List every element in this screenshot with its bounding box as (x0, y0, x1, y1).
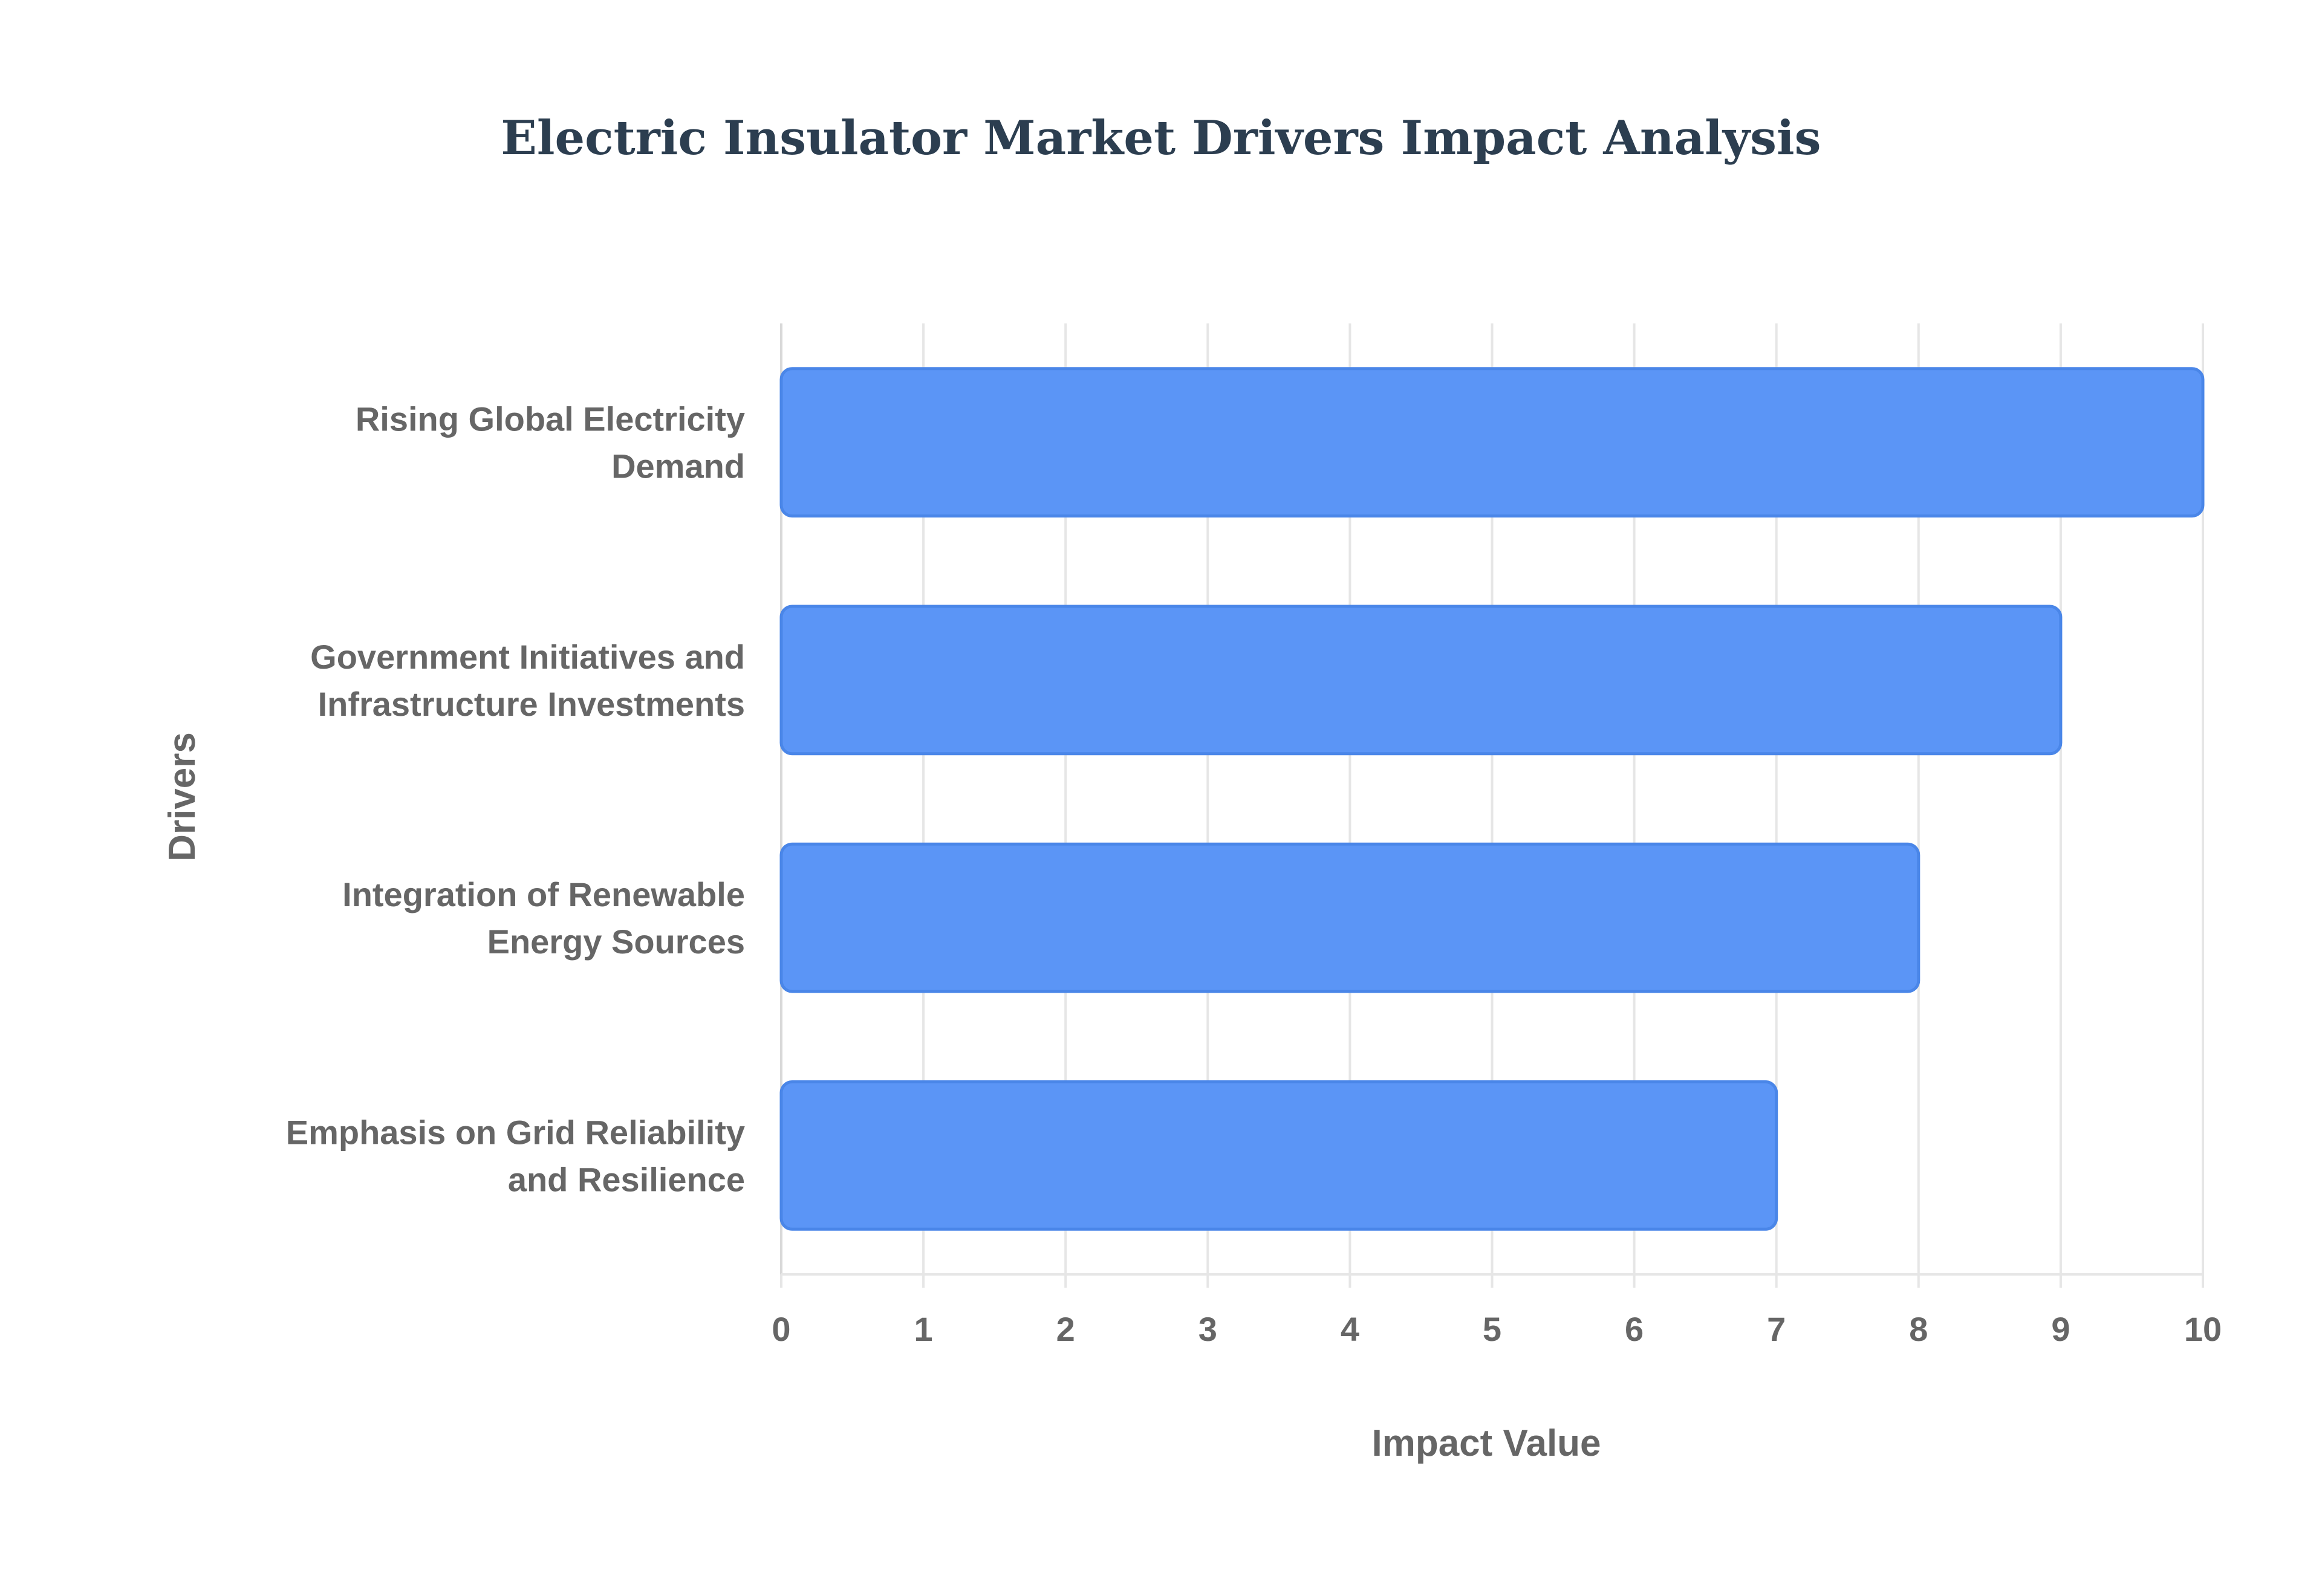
bar (779, 1080, 1778, 1231)
x-tick-label: 1 (914, 1310, 933, 1348)
category-label: Rising Global Electricity (356, 400, 745, 438)
category-label: and Resilience (508, 1160, 745, 1198)
x-tick-label: 9 (2051, 1310, 2070, 1348)
x-tick-label: 5 (1483, 1310, 1501, 1348)
x-tick-label: 6 (1625, 1310, 1644, 1348)
x-axis-ticks: 0 1 2 3 4 5 6 7 8 9 10 (772, 1310, 2222, 1348)
category-label: Emphasis on Grid Reliability (286, 1113, 745, 1151)
bar (779, 367, 2205, 518)
x-tick-label: 8 (1909, 1310, 1928, 1348)
bars-layer (779, 367, 2205, 1231)
x-tick-label: 2 (1056, 1310, 1075, 1348)
category-label: Integration of Renewable (342, 875, 745, 913)
category-label: Energy Sources (487, 923, 745, 961)
x-axis-title: Impact Value (1371, 1422, 1601, 1464)
bar (779, 605, 2063, 756)
category-label: Government Initiatives and (310, 638, 745, 676)
x-tick-label: 10 (2184, 1310, 2222, 1348)
x-tick-label: 4 (1341, 1310, 1359, 1348)
y-axis-title: Drivers (161, 732, 203, 861)
bar (779, 842, 1920, 993)
x-tick-label: 3 (1198, 1310, 1217, 1348)
x-tick-label: 7 (1767, 1310, 1786, 1348)
category-label: Demand (611, 447, 745, 485)
category-label: Infrastructure Investments (318, 685, 745, 723)
y-axis-categories: Rising Global Electricity Demand Governmen… (286, 400, 745, 1199)
chart-title: Electric Insulator Market Drivers Impact… (501, 111, 1821, 166)
x-tick-label: 0 (772, 1310, 790, 1348)
